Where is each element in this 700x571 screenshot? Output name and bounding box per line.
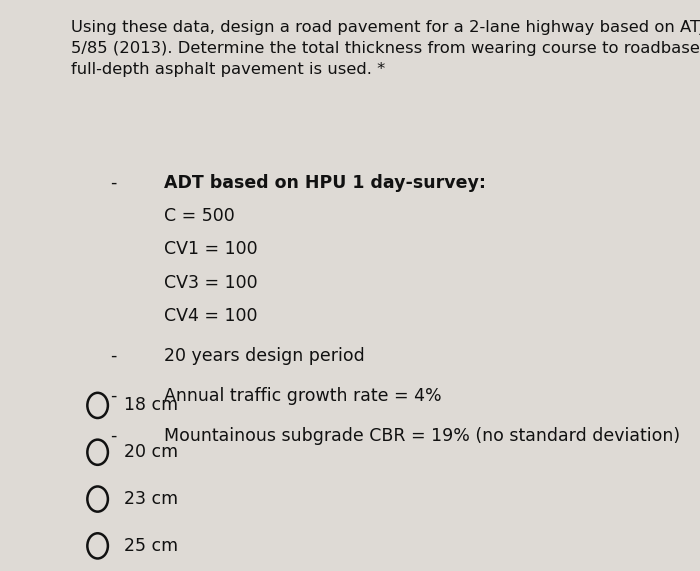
- Text: -: -: [110, 387, 116, 405]
- Text: Using these data, design a road pavement for a 2-lane highway based on ATJ
5/85 : Using these data, design a road pavement…: [71, 20, 700, 77]
- Text: 18 cm: 18 cm: [125, 396, 178, 415]
- Text: Annual traffic growth rate = 4%: Annual traffic growth rate = 4%: [164, 387, 442, 405]
- Text: CV1 = 100: CV1 = 100: [164, 240, 258, 259]
- Text: C = 500: C = 500: [164, 207, 235, 226]
- Text: -: -: [110, 174, 116, 192]
- Text: CV3 = 100: CV3 = 100: [164, 274, 258, 292]
- Text: CV4 = 100: CV4 = 100: [164, 307, 258, 325]
- Text: 23 cm: 23 cm: [125, 490, 178, 508]
- Text: -: -: [110, 427, 116, 445]
- Text: Mountainous subgrade CBR = 19% (no standard deviation): Mountainous subgrade CBR = 19% (no stand…: [164, 427, 680, 445]
- Text: 25 cm: 25 cm: [125, 537, 178, 555]
- Text: -: -: [110, 347, 116, 365]
- Text: 20 years design period: 20 years design period: [164, 347, 365, 365]
- Text: ADT based on HPU 1 day-survey:: ADT based on HPU 1 day-survey:: [164, 174, 486, 192]
- Text: 20 cm: 20 cm: [125, 443, 178, 461]
